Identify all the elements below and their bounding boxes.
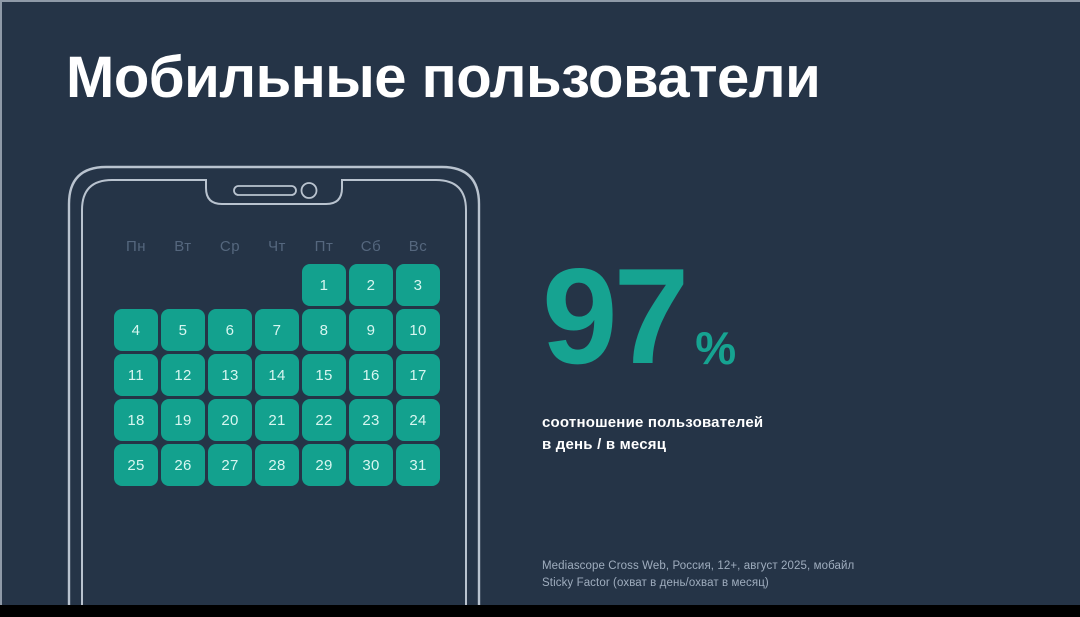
calendar-weekday-6: Сб: [360, 238, 382, 255]
calendar-day-cell[interactable]: 15: [302, 354, 346, 396]
calendar-day-cell[interactable]: 13: [208, 354, 252, 396]
calendar-day-cell[interactable]: 3: [396, 264, 440, 306]
calendar-day-cell[interactable]: 24: [396, 399, 440, 441]
bottom-letterbox-bar: [0, 605, 1080, 617]
source-footnote-line-1: Mediascope Cross Web, Россия, 12+, авгус…: [542, 560, 855, 572]
calendar-weekday-3: Ср: [219, 238, 241, 255]
calendar-day-cell[interactable]: 8: [302, 309, 346, 351]
calendar-day-cell[interactable]: 10: [396, 309, 440, 351]
calendar-day-blank: [208, 264, 252, 306]
calendar-day-cell[interactable]: 29: [302, 444, 346, 486]
calendar-day-cell[interactable]: 9: [349, 309, 393, 351]
calendar-day-grid: 1 2 3 4 5 6 7 8 9 10 11 12 13 14 15 16 17 18 19 20 21 22 23 24 2…: [114, 264, 440, 486]
calendar-day-cell[interactable]: 1: [302, 264, 346, 306]
calendar-day-cell[interactable]: 28: [255, 444, 299, 486]
source-footnote-line-2: Sticky Factor (охват в день/охват в меся…: [542, 577, 769, 590]
calendar-day-cell[interactable]: 31: [396, 444, 440, 486]
stat-caption: соотношение пользователей в день / в мес…: [542, 412, 942, 456]
calendar-day-cell[interactable]: 18: [114, 399, 158, 441]
calendar-day-cell[interactable]: 6: [208, 309, 252, 351]
calendar-day-cell[interactable]: 20: [208, 399, 252, 441]
calendar-day-cell[interactable]: 22: [302, 399, 346, 441]
calendar-day-cell[interactable]: 26: [161, 444, 205, 486]
calendar-day-cell[interactable]: 14: [255, 354, 299, 396]
calendar-weekday-header: Пн Вт Ср Чт Пт Сб Вс: [114, 238, 440, 255]
calendar-day-cell[interactable]: 4: [114, 309, 158, 351]
phone-outer-frame: [67, 165, 481, 605]
phone-illustration: [62, 160, 486, 605]
speaker-grille-icon: [233, 185, 297, 196]
calendar-weekday-7: Вс: [408, 238, 428, 255]
calendar-day-cell[interactable]: 7: [255, 309, 299, 351]
stat-caption-line-2: в день / в месяц: [542, 435, 667, 453]
calendar-day-cell[interactable]: 21: [255, 399, 299, 441]
stat-value: 97: [542, 240, 689, 392]
calendar-day-cell[interactable]: 11: [114, 354, 158, 396]
calendar: Пн Вт Ср Чт Пт Сб Вс 1 2 3 4 5 6 7 8 9 10 11 12 13 14 15 16 17…: [114, 238, 440, 486]
calendar-day-cell[interactable]: 5: [161, 309, 205, 351]
front-camera-icon: [300, 182, 318, 199]
calendar-day-cell[interactable]: 25: [114, 444, 158, 486]
stat-block: 97 %: [542, 240, 737, 392]
phone-screen-frame: [81, 179, 467, 605]
calendar-day-cell[interactable]: 27: [208, 444, 252, 486]
calendar-day-blank: [161, 264, 205, 306]
calendar-day-cell[interactable]: 12: [161, 354, 205, 396]
calendar-day-blank: [255, 264, 299, 306]
stat-caption-line-1: соотношение пользователей: [542, 414, 764, 431]
calendar-day-cell[interactable]: 16: [349, 354, 393, 396]
page-title: Мобильные пользователи: [66, 45, 821, 110]
calendar-day-cell[interactable]: 2: [349, 264, 393, 306]
calendar-day-cell[interactable]: 19: [161, 399, 205, 441]
stat-unit: %: [695, 321, 737, 374]
calendar-day-cell[interactable]: 30: [349, 444, 393, 486]
calendar-weekday-2: Вт: [174, 238, 192, 255]
calendar-weekday-1: Пн: [125, 238, 147, 255]
source-footnote: Mediascope Cross Web, Россия, 12+, авгус…: [542, 558, 962, 593]
calendar-day-blank: [114, 264, 158, 306]
calendar-day-cell[interactable]: 23: [349, 399, 393, 441]
calendar-weekday-5: Пт: [314, 238, 334, 255]
calendar-day-cell[interactable]: 17: [396, 354, 440, 396]
calendar-weekday-4: Чт: [268, 238, 286, 255]
